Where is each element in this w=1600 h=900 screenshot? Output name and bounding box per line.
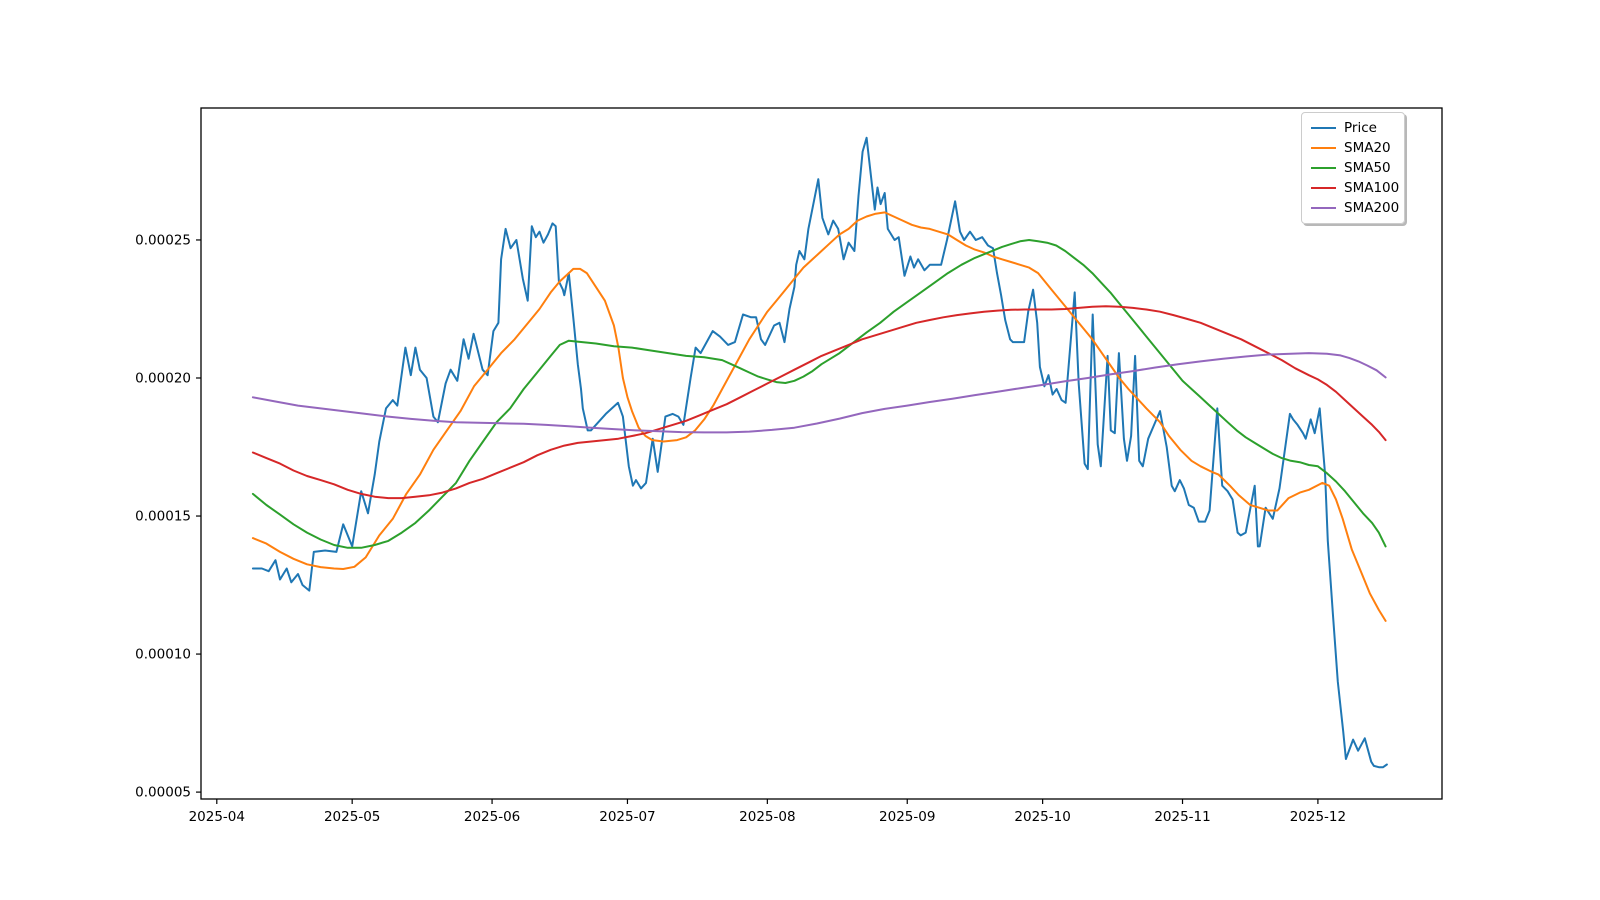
legend-entry-sma50: SMA50 — [1311, 158, 1396, 178]
y-tick-label: 0.00015 — [135, 509, 191, 525]
legend-label: SMA20 — [1344, 140, 1391, 156]
legend-entry-sma20: SMA20 — [1311, 138, 1396, 158]
legend-line-swatch — [1311, 147, 1336, 149]
legend-entry-sma100: SMA100 — [1311, 178, 1400, 198]
legend-label: SMA200 — [1344, 200, 1400, 216]
x-tick-label: 2025-05 — [324, 809, 380, 825]
x-tick-label: 2025-04 — [189, 809, 245, 825]
legend-entry-price: Price — [1311, 118, 1396, 138]
x-tick-label: 2025-07 — [599, 809, 655, 825]
y-tick-label: 0.00005 — [135, 785, 191, 801]
x-tick-label: 2025-06 — [464, 809, 520, 825]
x-tick-label: 2025-08 — [739, 809, 795, 825]
y-tick-label: 0.00010 — [135, 647, 191, 663]
series-line-sma100 — [251, 305, 1387, 500]
legend-line-swatch — [1311, 127, 1336, 129]
legend-line-swatch — [1311, 187, 1336, 189]
legend: Price SMA20 SMA50 SMA100 SMA200 — [1301, 112, 1405, 224]
plot-border — [200, 107, 1443, 800]
series-line-sma20 — [251, 211, 1387, 622]
x-tick-label: 2025-12 — [1290, 809, 1346, 825]
series-line-sma50 — [251, 239, 1387, 549]
legend-label: SMA100 — [1344, 180, 1400, 196]
series-line-sma200 — [251, 352, 1387, 434]
x-tick-label: 2025-09 — [879, 809, 935, 825]
legend-line-swatch — [1311, 167, 1336, 169]
legend-label: SMA50 — [1344, 160, 1391, 176]
x-tick-label: 2025-10 — [1014, 809, 1070, 825]
y-tick-label: 0.00025 — [135, 232, 191, 248]
legend-line-swatch — [1311, 207, 1336, 209]
legend-entry-sma200: SMA200 — [1311, 198, 1400, 218]
x-tick-label: 2025-11 — [1154, 809, 1210, 825]
legend-label: Price — [1344, 120, 1377, 136]
y-tick-label: 0.00020 — [135, 370, 191, 386]
series-line-price — [251, 136, 1388, 769]
